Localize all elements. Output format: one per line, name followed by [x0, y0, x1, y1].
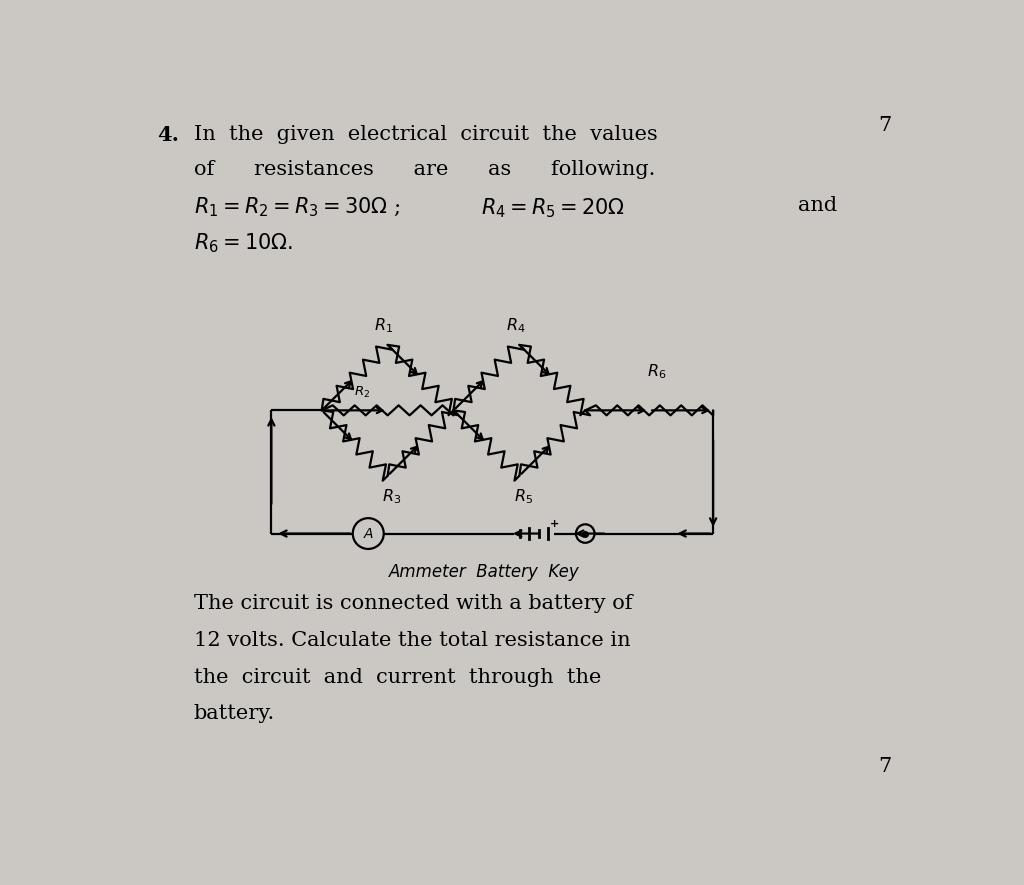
Text: +: +	[550, 519, 559, 529]
Text: battery.: battery.	[194, 704, 275, 724]
Text: $R_2$: $R_2$	[354, 385, 370, 400]
Text: 7: 7	[879, 116, 891, 135]
Text: $R_3$: $R_3$	[382, 488, 401, 506]
Text: of      resistances      are      as      following.: of resistances are as following.	[194, 160, 655, 179]
Text: $R_1$: $R_1$	[374, 316, 393, 335]
Text: $R_1=R_2=R_3=30\Omega$ ;: $R_1=R_2=R_3=30\Omega$ ;	[194, 196, 400, 219]
Text: $R_5$: $R_5$	[514, 488, 532, 506]
Text: $R_4$: $R_4$	[506, 316, 525, 335]
Text: $A$: $A$	[362, 527, 374, 541]
Text: $R_6$: $R_6$	[647, 362, 667, 381]
Text: 4.: 4.	[158, 126, 179, 145]
Text: the  circuit  and  current  through  the: the circuit and current through the	[194, 667, 601, 687]
Text: The circuit is connected with a battery of: The circuit is connected with a battery …	[194, 594, 633, 612]
Text: Ammeter  Battery  Key: Ammeter Battery Key	[389, 563, 580, 581]
Text: $R_6=10\Omega.$: $R_6=10\Omega.$	[194, 232, 293, 255]
Text: 7: 7	[879, 757, 891, 776]
Text: 12 volts. Calculate the total resistance in: 12 volts. Calculate the total resistance…	[194, 631, 631, 650]
Text: In  the  given  electrical  circuit  the  values: In the given electrical circuit the valu…	[194, 126, 657, 144]
Text: and: and	[799, 196, 838, 215]
Text: $R_4=R_5=20\Omega$: $R_4=R_5=20\Omega$	[480, 196, 625, 219]
